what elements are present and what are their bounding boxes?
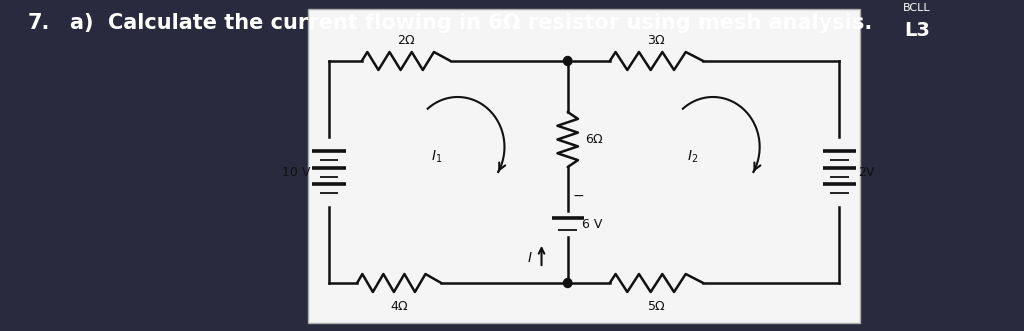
Text: BCLL: BCLL (902, 3, 930, 13)
Bar (308, 9, 860, 323)
Text: 4$\Omega$: 4$\Omega$ (389, 300, 409, 313)
Text: 3$\Omega$: 3$\Omega$ (647, 34, 666, 47)
Text: −: − (572, 189, 584, 203)
Text: 2V: 2V (858, 166, 874, 178)
Text: 5$\Omega$: 5$\Omega$ (647, 300, 666, 313)
Text: 6$\Omega$: 6$\Omega$ (585, 133, 603, 146)
Circle shape (563, 57, 572, 66)
Text: $I_2$: $I_2$ (687, 149, 698, 165)
Text: 10 V: 10 V (282, 166, 310, 178)
Text: $I$: $I$ (527, 251, 534, 265)
Text: 6 V: 6 V (582, 217, 602, 230)
Text: a)  Calculate the current flowing in 6Ω resistor using mesh analysis.: a) Calculate the current flowing in 6Ω r… (70, 13, 872, 33)
Text: $I_1$: $I_1$ (431, 149, 442, 165)
Circle shape (563, 278, 572, 288)
Text: L3: L3 (904, 21, 930, 40)
Text: 7.: 7. (28, 13, 50, 33)
Text: 2$\Omega$: 2$\Omega$ (396, 34, 416, 47)
